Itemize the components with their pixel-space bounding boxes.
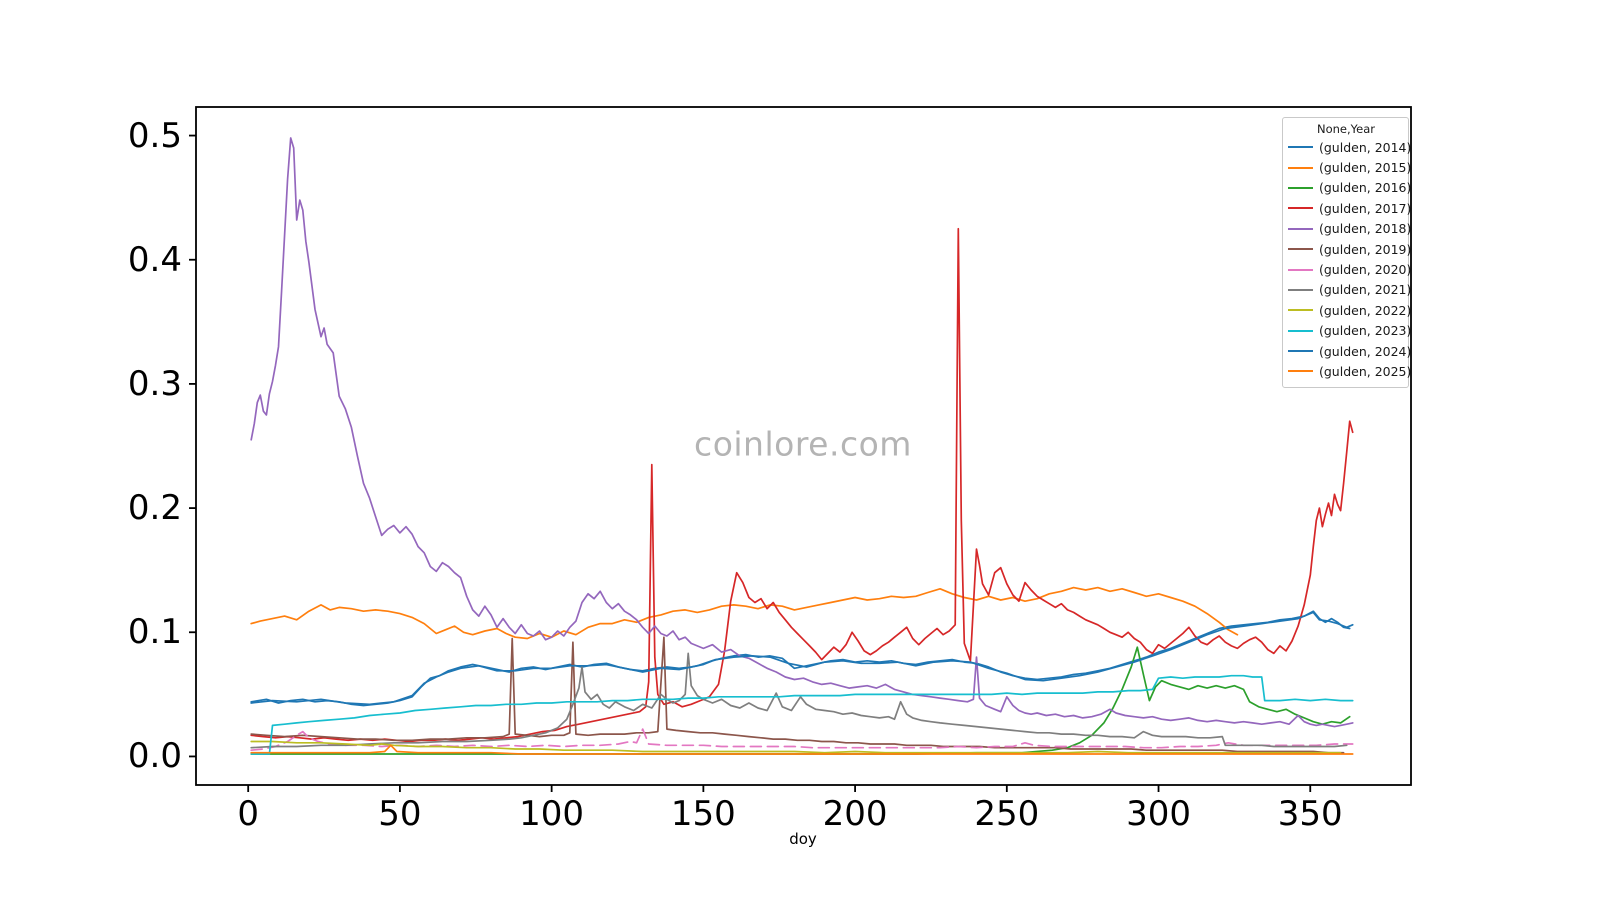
x-tick-label: 150 — [670, 794, 736, 834]
legend-label: (gulden, 2022) — [1319, 302, 1412, 318]
y-tick-label: 0.0 — [127, 736, 182, 777]
legend-swatch — [1288, 207, 1313, 210]
legend-item: (gulden, 2020) — [1288, 259, 1411, 279]
legend-item: (gulden, 2015) — [1288, 157, 1411, 177]
y-tick-label: 0.2 — [127, 488, 182, 529]
legend-label: (gulden, 2017) — [1319, 200, 1412, 216]
x-tick-label: 300 — [1126, 794, 1191, 834]
legend-label: (gulden, 2019) — [1319, 241, 1412, 257]
legend-swatch — [1288, 186, 1313, 189]
legend-swatch — [1288, 370, 1313, 373]
legend-swatch — [1288, 248, 1313, 251]
series-line-2021 — [250, 652, 1348, 749]
series-line-2016 — [250, 646, 1351, 755]
x-tick-label: 250 — [974, 794, 1040, 834]
legend-label: (gulden, 2015) — [1319, 160, 1412, 176]
legend-item: (gulden, 2021) — [1288, 280, 1411, 300]
y-tick-label: 0.5 — [127, 115, 182, 156]
series-line-2018 — [250, 137, 1354, 728]
legend-swatch — [1288, 166, 1313, 169]
series-line-2022 — [250, 740, 1342, 754]
legend-item: (gulden, 2024) — [1288, 341, 1411, 361]
series-line-2020 — [250, 728, 1354, 752]
x-tick-label: 0 — [237, 794, 259, 834]
legend-item: (gulden, 2017) — [1288, 198, 1411, 218]
legend-label: (gulden, 2020) — [1319, 262, 1412, 278]
legend-item: (gulden, 2014) — [1288, 137, 1411, 157]
legend-label: (gulden, 2016) — [1319, 180, 1412, 196]
y-tick-label: 0.3 — [127, 363, 182, 404]
watermark: coinlore.com — [694, 424, 912, 464]
series-line-2023 — [250, 674, 1354, 755]
legend-item: (gulden, 2018) — [1288, 219, 1411, 239]
legend-label: (gulden, 2014) — [1319, 139, 1412, 155]
legend-item: (gulden, 2016) — [1288, 178, 1411, 198]
legend-label: (gulden, 2021) — [1319, 282, 1412, 298]
legend-item: (gulden, 2022) — [1288, 300, 1411, 320]
legend-item: (gulden, 2023) — [1288, 321, 1411, 341]
legend-item: (gulden, 2025) — [1288, 361, 1411, 381]
y-tick-label: 0.4 — [127, 239, 182, 280]
legend-label: (gulden, 2023) — [1319, 323, 1412, 339]
series-line-2025 — [250, 744, 1354, 755]
legend-swatch — [1288, 329, 1313, 332]
legend-label: (gulden, 2024) — [1319, 343, 1412, 359]
legend-swatch — [1288, 146, 1313, 149]
series-line-2017 — [250, 227, 1354, 743]
y-tick-label: 0.1 — [127, 612, 182, 653]
legend-swatch — [1288, 288, 1313, 291]
axes-frame — [195, 106, 1412, 786]
legend-swatch — [1288, 268, 1313, 271]
x-tick-label: 200 — [822, 794, 888, 834]
series-line-2019 — [250, 636, 1345, 754]
series-line-2024 — [250, 611, 1354, 706]
legend-title: None,Year — [1316, 122, 1375, 136]
legend-swatch — [1288, 350, 1313, 353]
legend-item: (gulden, 2019) — [1288, 239, 1411, 259]
x-tick-label: 50 — [378, 794, 422, 834]
legend-label: (gulden, 2025) — [1319, 363, 1412, 379]
series-line-2015 — [250, 586, 1239, 640]
legend-swatch — [1288, 227, 1313, 230]
x-tick-label: 350 — [1277, 794, 1343, 834]
x-axis-label: doy — [789, 830, 817, 848]
legend-label: (gulden, 2018) — [1319, 221, 1412, 237]
legend-swatch — [1288, 309, 1313, 312]
chart-legend: None,Year (gulden, 2014) (gulden, 2015) (g… — [1282, 117, 1411, 388]
legend-items: (gulden, 2014) (gulden, 2015) (gulden, 201… — [1288, 137, 1411, 382]
x-tick-label: 100 — [519, 794, 585, 834]
